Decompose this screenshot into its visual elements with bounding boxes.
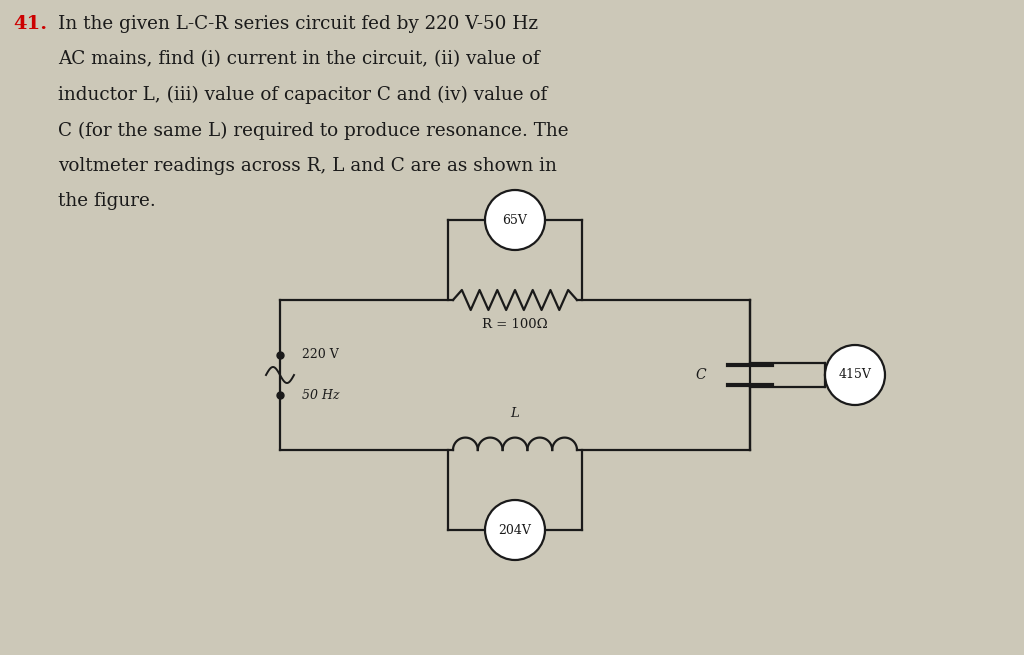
Text: 220 V: 220 V: [302, 348, 339, 362]
Text: R = 100Ω: R = 100Ω: [482, 318, 548, 331]
Text: the figure.: the figure.: [58, 193, 156, 210]
Circle shape: [485, 190, 545, 250]
Text: 204V: 204V: [499, 523, 531, 536]
Text: L: L: [511, 407, 519, 420]
Text: voltmeter readings across R, L and C are as shown in: voltmeter readings across R, L and C are…: [58, 157, 557, 175]
Text: 65V: 65V: [503, 214, 527, 227]
Circle shape: [485, 500, 545, 560]
Text: In the given L-C-R series circuit fed by 220 V-50 Hz: In the given L-C-R series circuit fed by…: [58, 15, 538, 33]
Circle shape: [825, 345, 885, 405]
Text: inductor L, (iii) value of capacitor C and (iv) value of: inductor L, (iii) value of capacitor C a…: [58, 86, 547, 104]
Text: 415V: 415V: [839, 369, 871, 381]
Text: C (for the same L) required to produce resonance. The: C (for the same L) required to produce r…: [58, 121, 568, 140]
Text: 41.: 41.: [13, 15, 47, 33]
Text: C: C: [695, 368, 706, 382]
Text: 50 Hz: 50 Hz: [302, 388, 340, 402]
Text: AC mains, find (i) current in the circuit, (ii) value of: AC mains, find (i) current in the circui…: [58, 50, 540, 69]
